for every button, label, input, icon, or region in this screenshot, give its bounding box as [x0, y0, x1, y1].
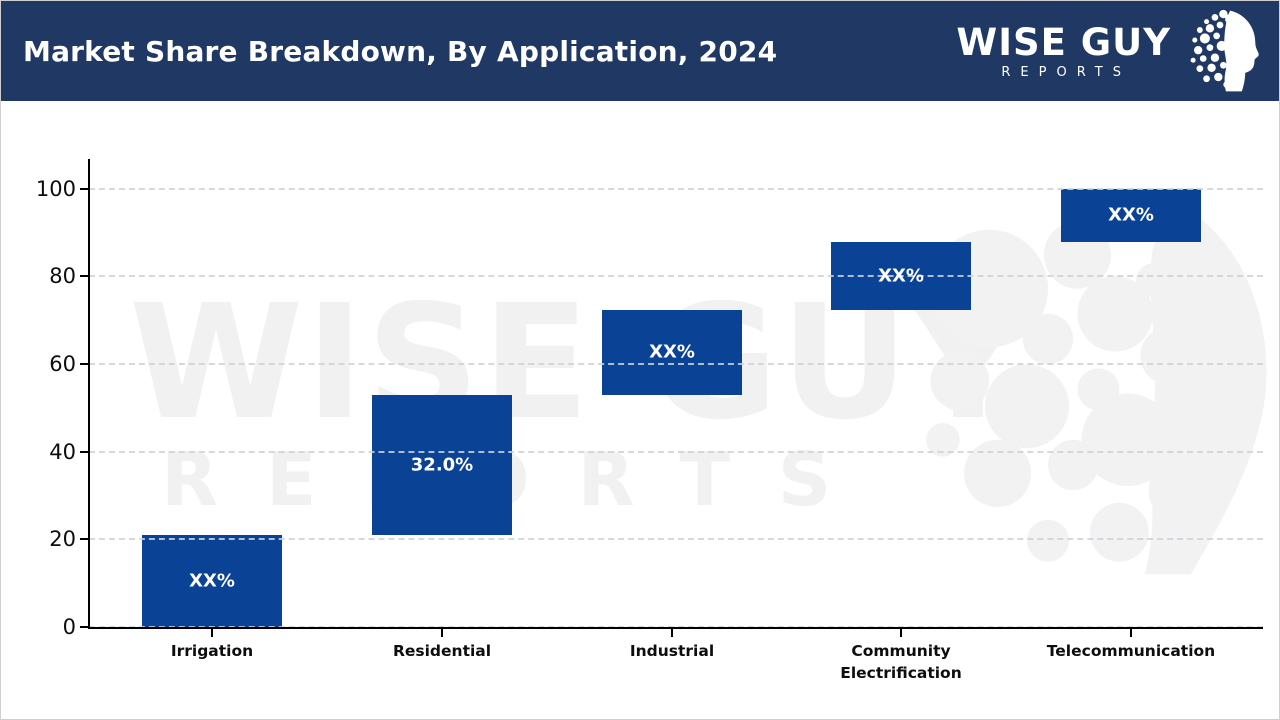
gridline-y-60	[89, 362, 1263, 365]
y-axis-tick-label: 100	[35, 176, 76, 201]
bar-residential	[372, 394, 512, 535]
bar-value-label-community-electrification: XX%	[878, 265, 924, 287]
bar-value-label-residential: 32.0%	[410, 454, 474, 476]
bar-value-label-irrigation: XX%	[189, 570, 235, 592]
x-axis-label-residential: Residential	[392, 642, 492, 660]
gridline-y-100	[89, 187, 1263, 190]
y-axis-tick	[80, 450, 88, 453]
x-axis-label-telecommunication: Telecommunication	[1046, 642, 1216, 660]
y-axis-tick-label: 40	[49, 439, 76, 464]
x-axis-label-community-electrification: Community Electrification	[840, 642, 962, 682]
x-axis-line	[88, 627, 1263, 629]
gridline-y-80	[89, 275, 1263, 278]
y-axis-tick	[80, 275, 88, 278]
logo-primary-text: WISE GUY	[956, 20, 1171, 64]
bar-value-label-telecommunication: XX%	[1108, 204, 1154, 226]
gridline-y-20	[89, 538, 1263, 541]
logo-head-icon	[1190, 9, 1259, 92]
x-axis-tick	[211, 629, 213, 637]
bar-value-label-industrial: XX%	[649, 341, 695, 363]
x-axis-tick	[671, 629, 673, 637]
y-axis-tick	[80, 362, 88, 365]
gridline-y-40	[89, 450, 1263, 453]
y-axis-tick	[80, 626, 88, 628]
logo-secondary-text: REPORTS	[1001, 64, 1131, 80]
y-axis-tick-label: 20	[49, 527, 76, 552]
header-bar: Market Share Breakdown, By Application, …	[1, 1, 1279, 101]
chart-title: Market Share Breakdown, By Application, …	[23, 34, 778, 68]
y-axis-line	[88, 158, 90, 629]
bar-irrigation	[142, 534, 282, 627]
y-axis-tick	[80, 538, 88, 541]
bar-industrial	[602, 309, 742, 395]
x-axis-tick	[900, 629, 902, 637]
y-axis-tick	[80, 187, 88, 190]
x-axis-label-irrigation: Irrigation	[170, 642, 254, 660]
x-axis-tick	[441, 629, 443, 637]
y-axis-tick-label: 80	[49, 264, 76, 289]
logo-text: WISE GUY REPORTS	[956, 24, 1171, 79]
wise-guy-reports-logo: WISE GUY REPORTS	[956, 9, 1263, 93]
y-axis-tick-label: 60	[49, 351, 76, 376]
x-axis-label-industrial: Industrial	[629, 642, 715, 660]
x-axis-tick	[1130, 629, 1132, 637]
y-axis-tick-label: 0	[62, 615, 76, 639]
